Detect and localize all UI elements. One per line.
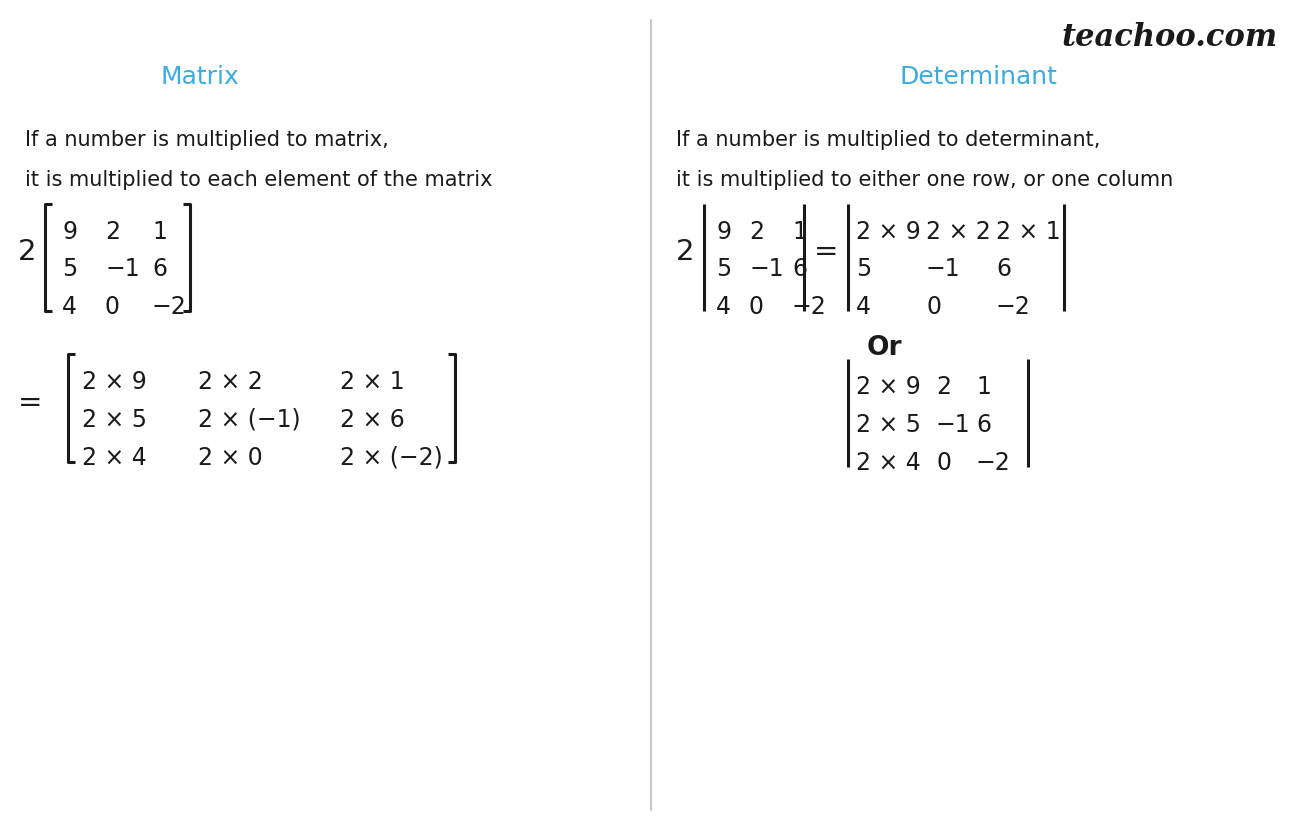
Text: 4: 4 [716, 295, 730, 319]
Text: 5: 5 [855, 257, 871, 281]
Text: 0: 0 [936, 451, 950, 475]
Text: −2: −2 [152, 295, 186, 319]
Text: 6: 6 [792, 257, 807, 281]
Text: If a number is multiplied to determinant,: If a number is multiplied to determinant… [676, 130, 1100, 150]
Text: 2: 2 [749, 220, 764, 244]
Text: 5: 5 [62, 257, 77, 281]
Text: 0: 0 [926, 295, 941, 319]
Text: Determinant: Determinant [900, 65, 1057, 89]
Text: 6: 6 [976, 413, 991, 437]
Text: =: = [814, 238, 838, 266]
Text: 1: 1 [152, 220, 167, 244]
Text: 4: 4 [62, 295, 77, 319]
Text: it is multiplied to each element of the matrix: it is multiplied to each element of the … [25, 170, 492, 190]
Text: 2: 2 [105, 220, 120, 244]
Text: Or: Or [866, 335, 902, 361]
Text: 2 × 0: 2 × 0 [198, 446, 263, 470]
Text: −2: −2 [976, 451, 1010, 475]
Text: 2 × (−2): 2 × (−2) [340, 446, 443, 470]
Text: 2 × 1: 2 × 1 [340, 370, 405, 394]
Text: 0: 0 [749, 295, 764, 319]
Text: −2: −2 [792, 295, 827, 319]
Text: 2 × 5: 2 × 5 [855, 413, 921, 437]
Text: 2: 2 [676, 238, 694, 266]
Text: 2 × 2: 2 × 2 [926, 220, 991, 244]
Text: −1: −1 [926, 257, 961, 281]
Text: 2 × (−1): 2 × (−1) [198, 408, 301, 432]
Text: 2: 2 [18, 238, 36, 266]
Text: −1: −1 [105, 257, 139, 281]
Text: 9: 9 [716, 220, 730, 244]
Text: 2 × 9: 2 × 9 [855, 220, 921, 244]
Text: it is multiplied to either one row, or one column: it is multiplied to either one row, or o… [676, 170, 1173, 190]
Text: 6: 6 [996, 257, 1010, 281]
Text: 2 × 4: 2 × 4 [855, 451, 921, 475]
Text: 0: 0 [105, 295, 120, 319]
Text: 2 × 1: 2 × 1 [996, 220, 1061, 244]
Text: 1: 1 [976, 375, 991, 399]
Text: 6: 6 [152, 257, 167, 281]
Text: 4: 4 [855, 295, 871, 319]
Text: −1: −1 [749, 257, 784, 281]
Text: −2: −2 [996, 295, 1031, 319]
Text: If a number is multiplied to matrix,: If a number is multiplied to matrix, [25, 130, 389, 150]
Text: −1: −1 [936, 413, 970, 437]
Text: 1: 1 [792, 220, 807, 244]
Text: 2 × 9: 2 × 9 [855, 375, 921, 399]
Text: 2 × 9: 2 × 9 [82, 370, 147, 394]
Text: =: = [18, 389, 43, 417]
Text: 2 × 6: 2 × 6 [340, 408, 405, 432]
Text: 2: 2 [936, 375, 950, 399]
Text: 9: 9 [62, 220, 77, 244]
Text: 5: 5 [716, 257, 732, 281]
Text: 2 × 5: 2 × 5 [82, 408, 147, 432]
Text: 2 × 4: 2 × 4 [82, 446, 147, 470]
Text: Matrix: Matrix [160, 65, 240, 89]
Text: teachoo.com: teachoo.com [1062, 22, 1279, 53]
Text: 2 × 2: 2 × 2 [198, 370, 263, 394]
